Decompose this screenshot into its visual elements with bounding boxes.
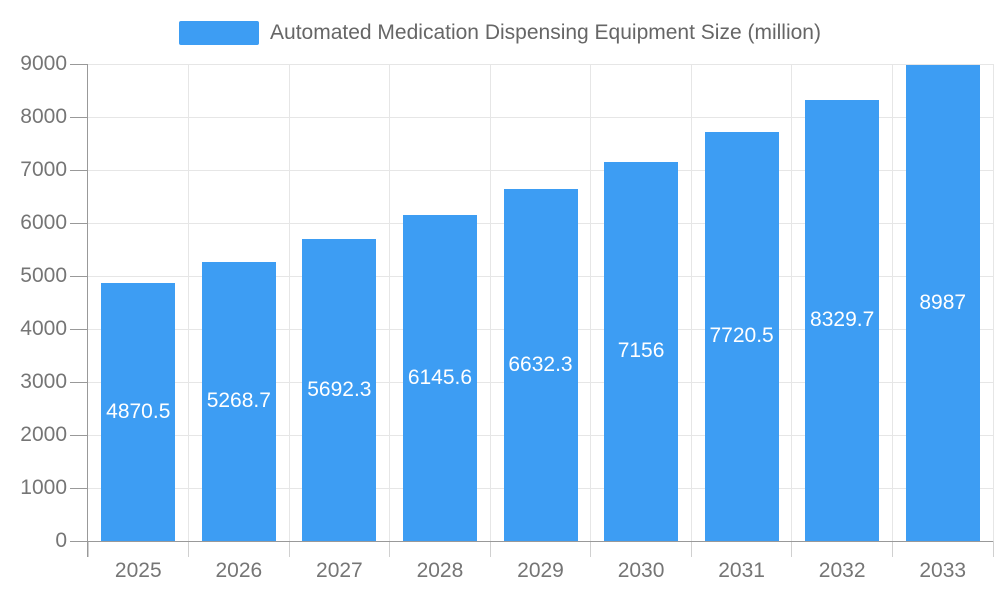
y-tick-label: 8000	[20, 105, 67, 128]
legend-swatch	[179, 20, 260, 45]
y-axis-line	[87, 64, 88, 557]
y-tick-label: 4000	[20, 317, 67, 340]
x-tick-label: 2028	[416, 559, 464, 582]
x-boundary-tick	[791, 541, 793, 557]
x-tick-label: 2025	[114, 559, 162, 582]
v-gridline	[288, 64, 290, 541]
x-boundary-tick	[690, 541, 692, 557]
v-gridline	[188, 64, 190, 541]
bar-value-label: 6632.3	[508, 353, 573, 377]
v-gridline	[891, 64, 893, 541]
y-tick-label: 1000	[20, 476, 67, 499]
bar[interactable]: 7156	[604, 161, 679, 541]
x-boundary-tick	[590, 541, 592, 557]
bar-value-label: 5268.7	[206, 389, 271, 413]
x-tick-label: 2030	[617, 559, 665, 582]
y-axis-tick	[70, 222, 88, 224]
y-axis-tick	[70, 434, 88, 436]
x-boundary-tick	[87, 541, 89, 557]
y-axis-tick	[70, 63, 88, 65]
y-tick-label: 5000	[20, 264, 67, 287]
x-boundary-tick	[992, 541, 994, 557]
bar[interactable]: 7720.5	[704, 131, 779, 541]
x-boundary-tick	[288, 541, 290, 557]
legend-series-label: Automated Medication Dispensing Equipmen…	[270, 21, 821, 44]
h-gridline	[88, 116, 993, 118]
x-tick-label: 2032	[818, 559, 866, 582]
y-tick-label: 0	[55, 529, 67, 552]
y-tick-label: 2000	[20, 423, 67, 446]
y-axis-tick	[70, 169, 88, 171]
v-gridline	[690, 64, 692, 541]
y-axis-tick	[70, 328, 88, 330]
x-tick-label: 2033	[919, 559, 967, 582]
bar-value-label: 7720.5	[709, 324, 774, 348]
x-boundary-tick	[188, 541, 190, 557]
bar-value-label: 8329.7	[810, 308, 875, 332]
v-gridline	[992, 64, 994, 541]
x-boundary-tick	[891, 541, 893, 557]
bar-value-label: 5692.3	[307, 378, 372, 402]
v-gridline	[791, 64, 793, 541]
y-tick-label: 6000	[20, 211, 67, 234]
v-gridline	[489, 64, 491, 541]
y-tick-label: 3000	[20, 370, 67, 393]
bar[interactable]: 4870.5	[101, 282, 176, 541]
y-tick-label: 7000	[20, 158, 67, 181]
x-boundary-tick	[389, 541, 391, 557]
x-boundary-tick	[489, 541, 491, 557]
bar-value-label: 4870.5	[106, 399, 171, 423]
bar-value-label: 8987	[919, 290, 967, 314]
x-tick-label: 2029	[517, 559, 564, 582]
bar-value-label: 6145.6	[407, 366, 473, 390]
y-axis-tick	[70, 381, 88, 383]
bar[interactable]: 6145.6	[402, 215, 477, 541]
bar-value-label: 7156	[617, 339, 665, 363]
x-axis-line	[87, 540, 993, 542]
bar[interactable]: 5268.7	[201, 261, 276, 541]
bar[interactable]: 6632.3	[503, 189, 578, 541]
legend[interactable]: Automated Medication Dispensing Equipmen…	[0, 20, 1000, 45]
v-gridline	[389, 64, 391, 541]
y-axis-tick	[70, 116, 88, 118]
v-gridline	[590, 64, 592, 541]
y-axis-tick	[70, 275, 88, 277]
x-tick-label: 2026	[215, 559, 263, 582]
bar[interactable]: 5692.3	[302, 239, 377, 541]
x-tick-label: 2031	[718, 559, 765, 582]
bar[interactable]: 8987	[905, 64, 980, 541]
y-tick-label: 9000	[20, 52, 67, 75]
h-gridline	[88, 63, 993, 65]
x-tick-label: 2027	[316, 559, 363, 582]
h-gridline	[88, 169, 993, 171]
y-axis-tick	[70, 540, 88, 542]
bar[interactable]: 8329.7	[805, 99, 880, 541]
y-axis-tick	[70, 487, 88, 489]
